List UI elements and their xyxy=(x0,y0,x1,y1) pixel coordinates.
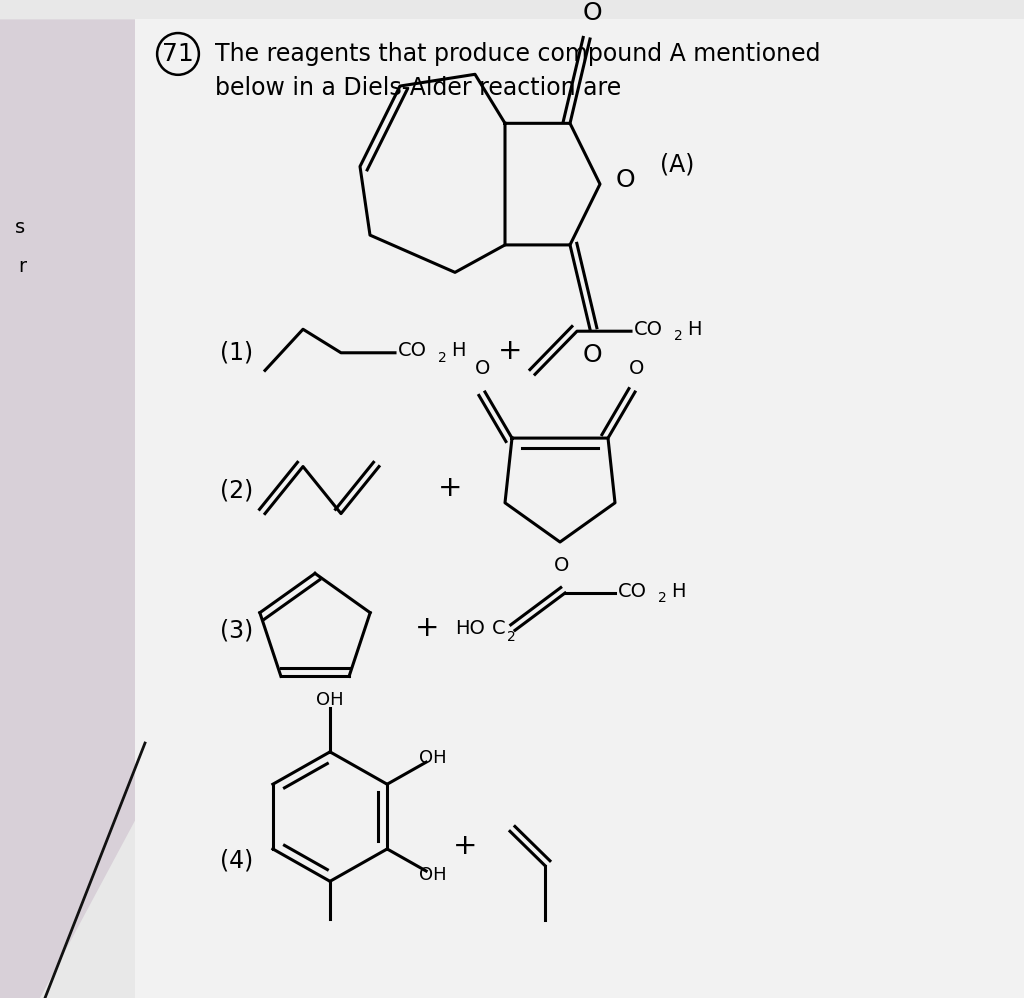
Text: OH: OH xyxy=(316,691,344,709)
Text: H: H xyxy=(671,582,685,601)
Text: HO: HO xyxy=(455,619,485,638)
Text: (2): (2) xyxy=(220,478,253,502)
Text: +: + xyxy=(498,336,522,365)
Text: 2: 2 xyxy=(674,329,683,343)
Text: O: O xyxy=(630,359,645,378)
Text: r: r xyxy=(18,257,26,276)
Text: OH: OH xyxy=(419,749,446,767)
Text: O: O xyxy=(475,359,490,378)
Text: +: + xyxy=(453,832,477,860)
Text: (4): (4) xyxy=(220,848,253,872)
Text: O: O xyxy=(554,556,569,575)
Text: (1): (1) xyxy=(220,340,253,365)
Text: 2: 2 xyxy=(507,630,516,644)
Text: CO: CO xyxy=(398,341,427,360)
Text: OH: OH xyxy=(419,866,446,884)
Text: (3): (3) xyxy=(220,619,253,643)
Text: 71: 71 xyxy=(162,42,194,66)
Text: CO: CO xyxy=(634,319,663,338)
Text: CO: CO xyxy=(618,582,647,601)
Text: The reagents that produce compound A mentioned: The reagents that produce compound A men… xyxy=(215,42,820,66)
Text: +: + xyxy=(437,474,462,502)
Text: O: O xyxy=(616,169,636,193)
FancyBboxPatch shape xyxy=(135,19,1024,998)
Polygon shape xyxy=(0,19,145,998)
Text: 2: 2 xyxy=(658,591,667,605)
Text: (A): (A) xyxy=(660,153,694,177)
Text: 2: 2 xyxy=(438,350,446,364)
Text: below in a Diels-Alder reaction are: below in a Diels-Alder reaction are xyxy=(215,76,622,100)
Text: O: O xyxy=(583,1,602,25)
Text: H: H xyxy=(687,319,701,338)
Text: C: C xyxy=(492,619,506,638)
Text: s: s xyxy=(15,219,25,238)
Text: H: H xyxy=(451,341,466,360)
Text: +: + xyxy=(415,615,439,643)
Text: O: O xyxy=(583,343,602,367)
